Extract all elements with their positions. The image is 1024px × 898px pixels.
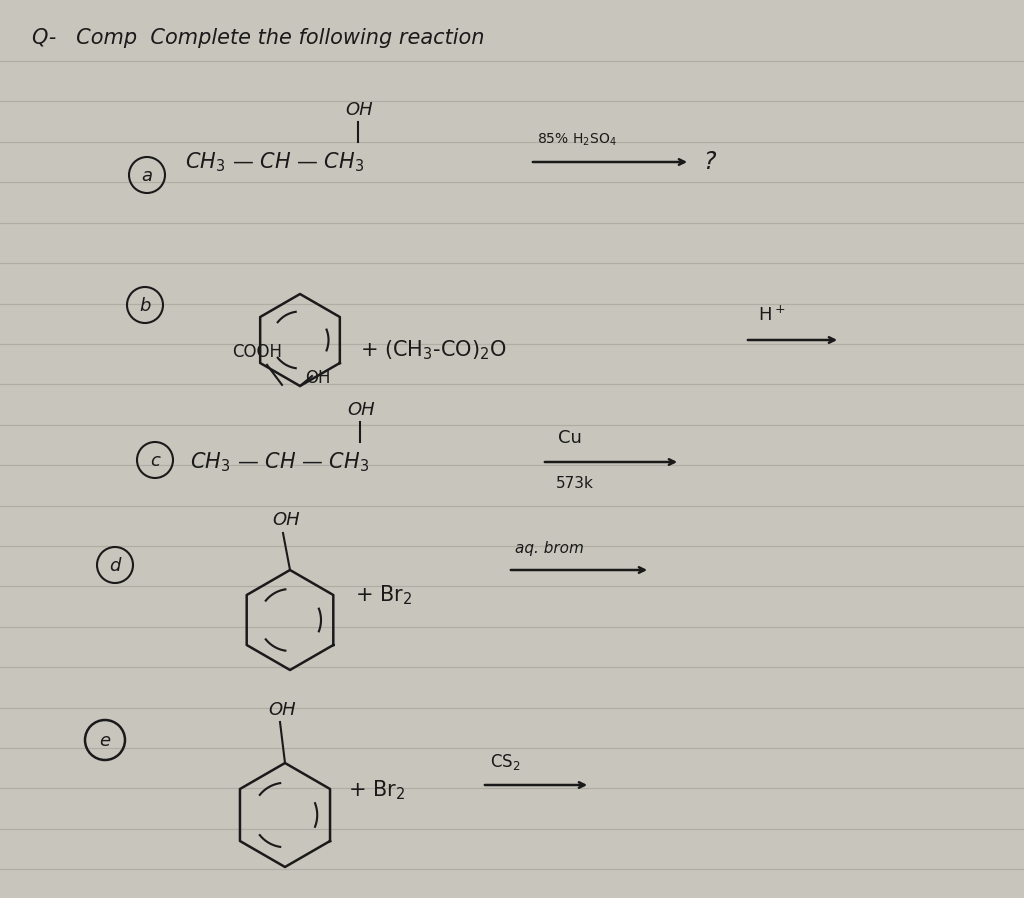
Text: Q-   Comp  Complete the following reaction: Q- Comp Complete the following reaction [32,28,484,48]
Text: COOH: COOH [232,343,282,361]
Text: b: b [139,297,151,315]
Text: ?: ? [703,150,716,174]
Text: H$^+$: H$^+$ [758,305,785,325]
Text: + Br$_2$: + Br$_2$ [355,583,412,607]
Text: + Br$_2$: + Br$_2$ [348,779,406,802]
Text: d: d [110,557,121,575]
Text: a: a [141,167,153,185]
Text: CH$_3$ — CH — CH$_3$: CH$_3$ — CH — CH$_3$ [185,150,365,174]
Text: CS$_2$: CS$_2$ [490,752,520,772]
Text: OH: OH [268,701,296,719]
Text: OH: OH [272,511,300,529]
Text: OH: OH [345,101,373,119]
Text: c: c [151,452,160,470]
Text: e: e [99,732,111,750]
Text: 573k: 573k [556,476,594,490]
Text: OH: OH [305,369,331,387]
Text: 85% H$_2$SO$_4$: 85% H$_2$SO$_4$ [537,132,616,148]
Text: Cu: Cu [558,429,582,447]
Text: + (CH$_3$-CO)$_2$O: + (CH$_3$-CO)$_2$O [360,339,507,362]
Text: OH: OH [347,401,375,419]
Text: CH$_3$ — CH — CH$_3$: CH$_3$ — CH — CH$_3$ [190,450,370,474]
Text: aq. brom: aq. brom [515,541,584,556]
